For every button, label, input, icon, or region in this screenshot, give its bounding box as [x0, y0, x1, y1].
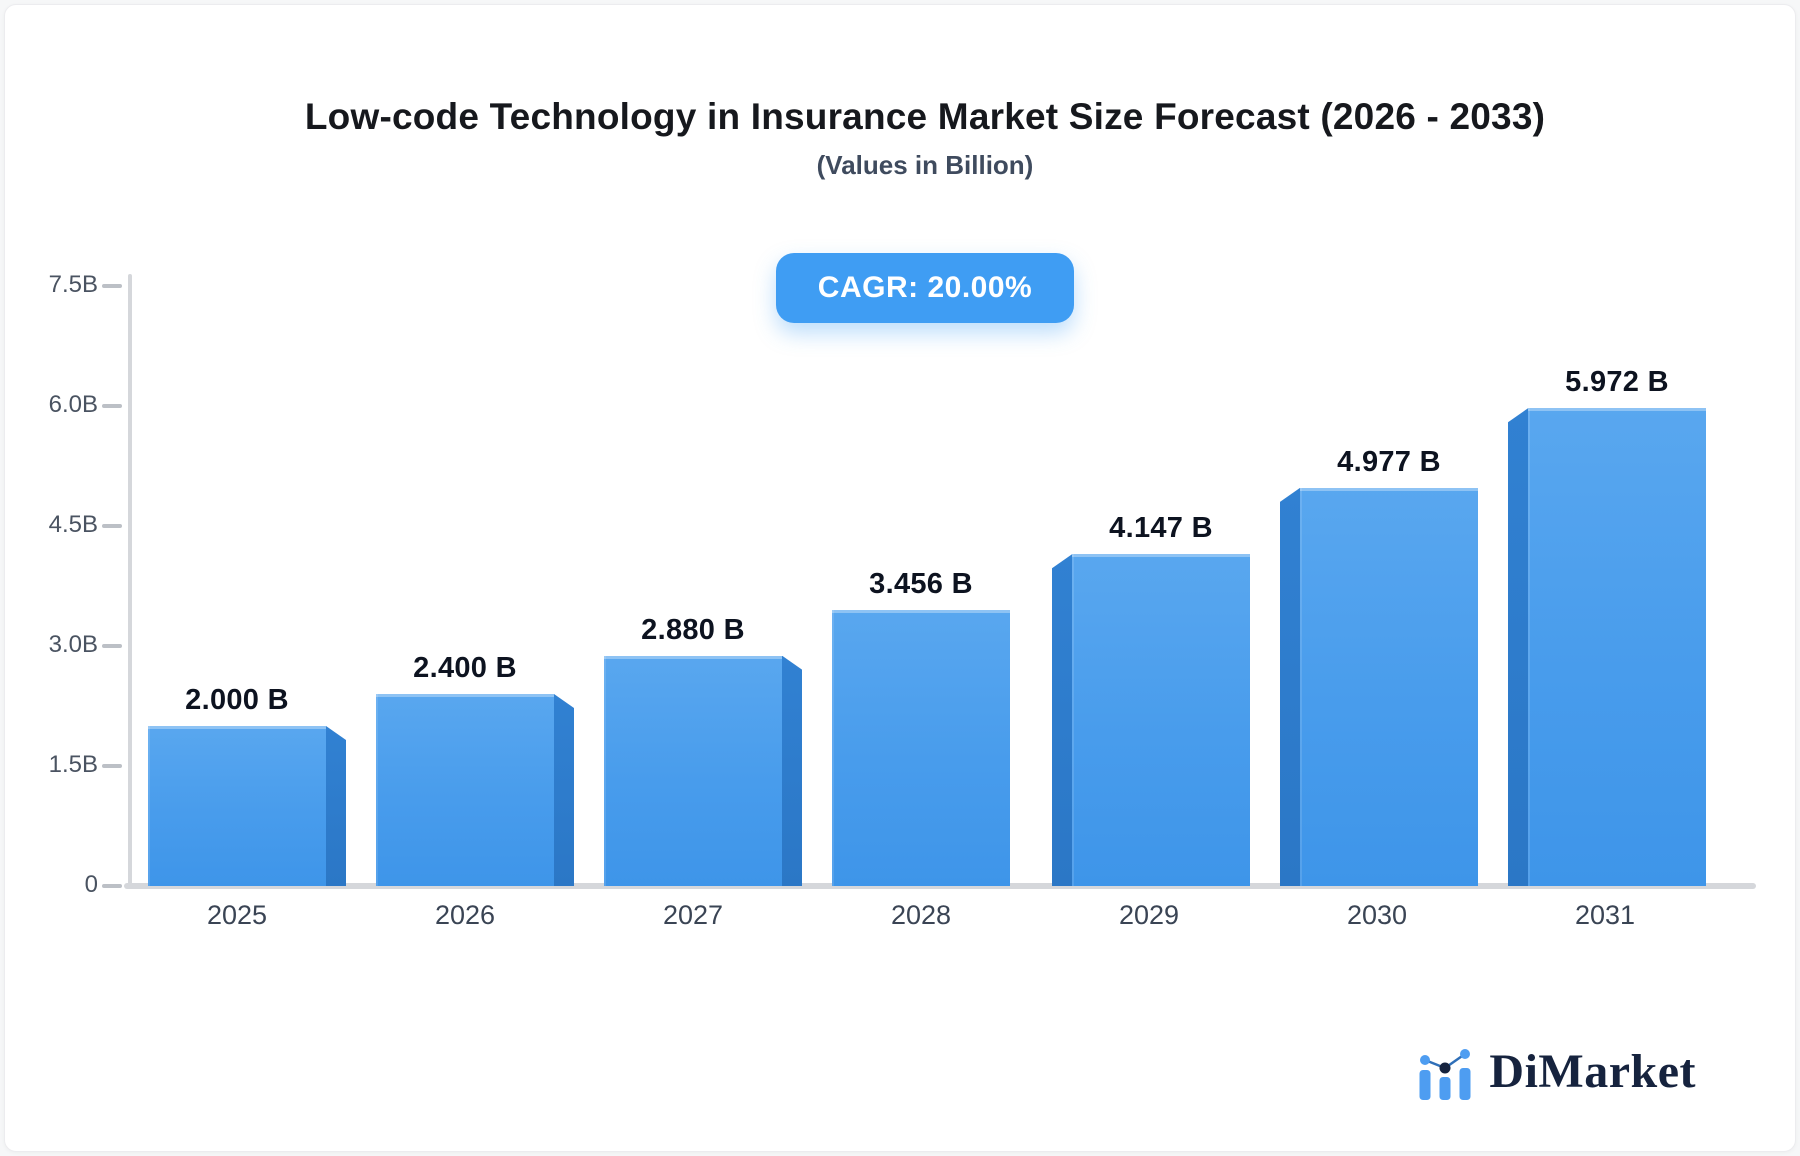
bar-face — [148, 726, 326, 886]
bar-value-label: 5.972 B — [1565, 366, 1669, 399]
y-tick-mark — [102, 884, 122, 888]
x-axis-label-2028: 2028 — [890, 900, 952, 930]
chart-card — [4, 4, 1796, 1152]
bar-value-label: 2.000 B — [185, 684, 289, 716]
bar-3d-side — [1052, 554, 1072, 886]
bar-value-label: 2.880 B — [641, 613, 745, 646]
bar-3d-side — [782, 655, 802, 886]
bar-value-label: 3.456 B — [869, 567, 973, 600]
bar-chart-logo-icon — [1419, 1049, 1471, 1100]
bar-3d-side — [554, 694, 574, 886]
chart-subtitle: (Values in Billion) — [816, 150, 1034, 180]
y-tick-label: 4.5B — [48, 511, 98, 538]
bar-face — [1300, 487, 1478, 886]
bar-2028: 3.456 B — [832, 568, 1010, 886]
bar-3d-side — [1508, 408, 1528, 886]
bar-2031: 5.972 B — [1508, 366, 1706, 886]
y-tick-label: 3.0B — [48, 631, 98, 658]
bar-face — [1528, 408, 1706, 886]
bar-face — [1072, 554, 1250, 886]
y-tick-label: 1.5B — [48, 751, 98, 778]
chart-title: Low-code Technology in Insurance Market … — [304, 96, 1546, 137]
x-axis-label-2031: 2031 — [1574, 900, 1636, 930]
y-tick-mark — [102, 524, 122, 528]
x-axis-label-2026: 2026 — [434, 900, 496, 930]
bar-value-label: 2.400 B — [413, 652, 517, 684]
x-axis-label-2029: 2029 — [1118, 900, 1180, 930]
y-axis-line — [128, 274, 132, 888]
y-tick-mark — [102, 764, 122, 768]
brand-name: DiMarket — [1489, 1044, 1696, 1098]
y-tick-mark — [102, 644, 122, 648]
x-axis-label-2027: 2027 — [662, 900, 724, 930]
y-tick-label: 7.5B — [48, 271, 98, 298]
y-tick-label: 0 — [84, 871, 98, 898]
cagr-badge: CAGR: 20.00% — [776, 253, 1074, 323]
bar-2027: 2.880 B — [604, 614, 802, 886]
x-axis-label-2025: 2025 — [206, 900, 268, 930]
bar-2029: 4.147 B — [1052, 512, 1250, 886]
y-tick-mark — [102, 404, 122, 408]
bar-face — [832, 609, 1010, 886]
bar-2025: 2.000 B — [148, 684, 346, 886]
dimarket-logo: DiMarket — [1417, 1032, 1696, 1110]
bar-face — [376, 694, 554, 886]
y-tick-mark — [102, 284, 122, 288]
x-axis-label-2030: 2030 — [1346, 900, 1408, 930]
x-axis-baseline — [124, 883, 1756, 889]
bar-2026: 2.400 B — [376, 652, 574, 886]
bar-value-label: 4.977 B — [1337, 445, 1441, 478]
bar-face — [604, 655, 782, 886]
bar-value-label: 4.147 B — [1109, 512, 1213, 545]
bar-2030: 4.977 B — [1280, 446, 1478, 886]
y-tick-label: 6.0B — [48, 391, 98, 418]
bar-3d-side — [1280, 487, 1300, 886]
bar-3d-side — [326, 726, 346, 886]
